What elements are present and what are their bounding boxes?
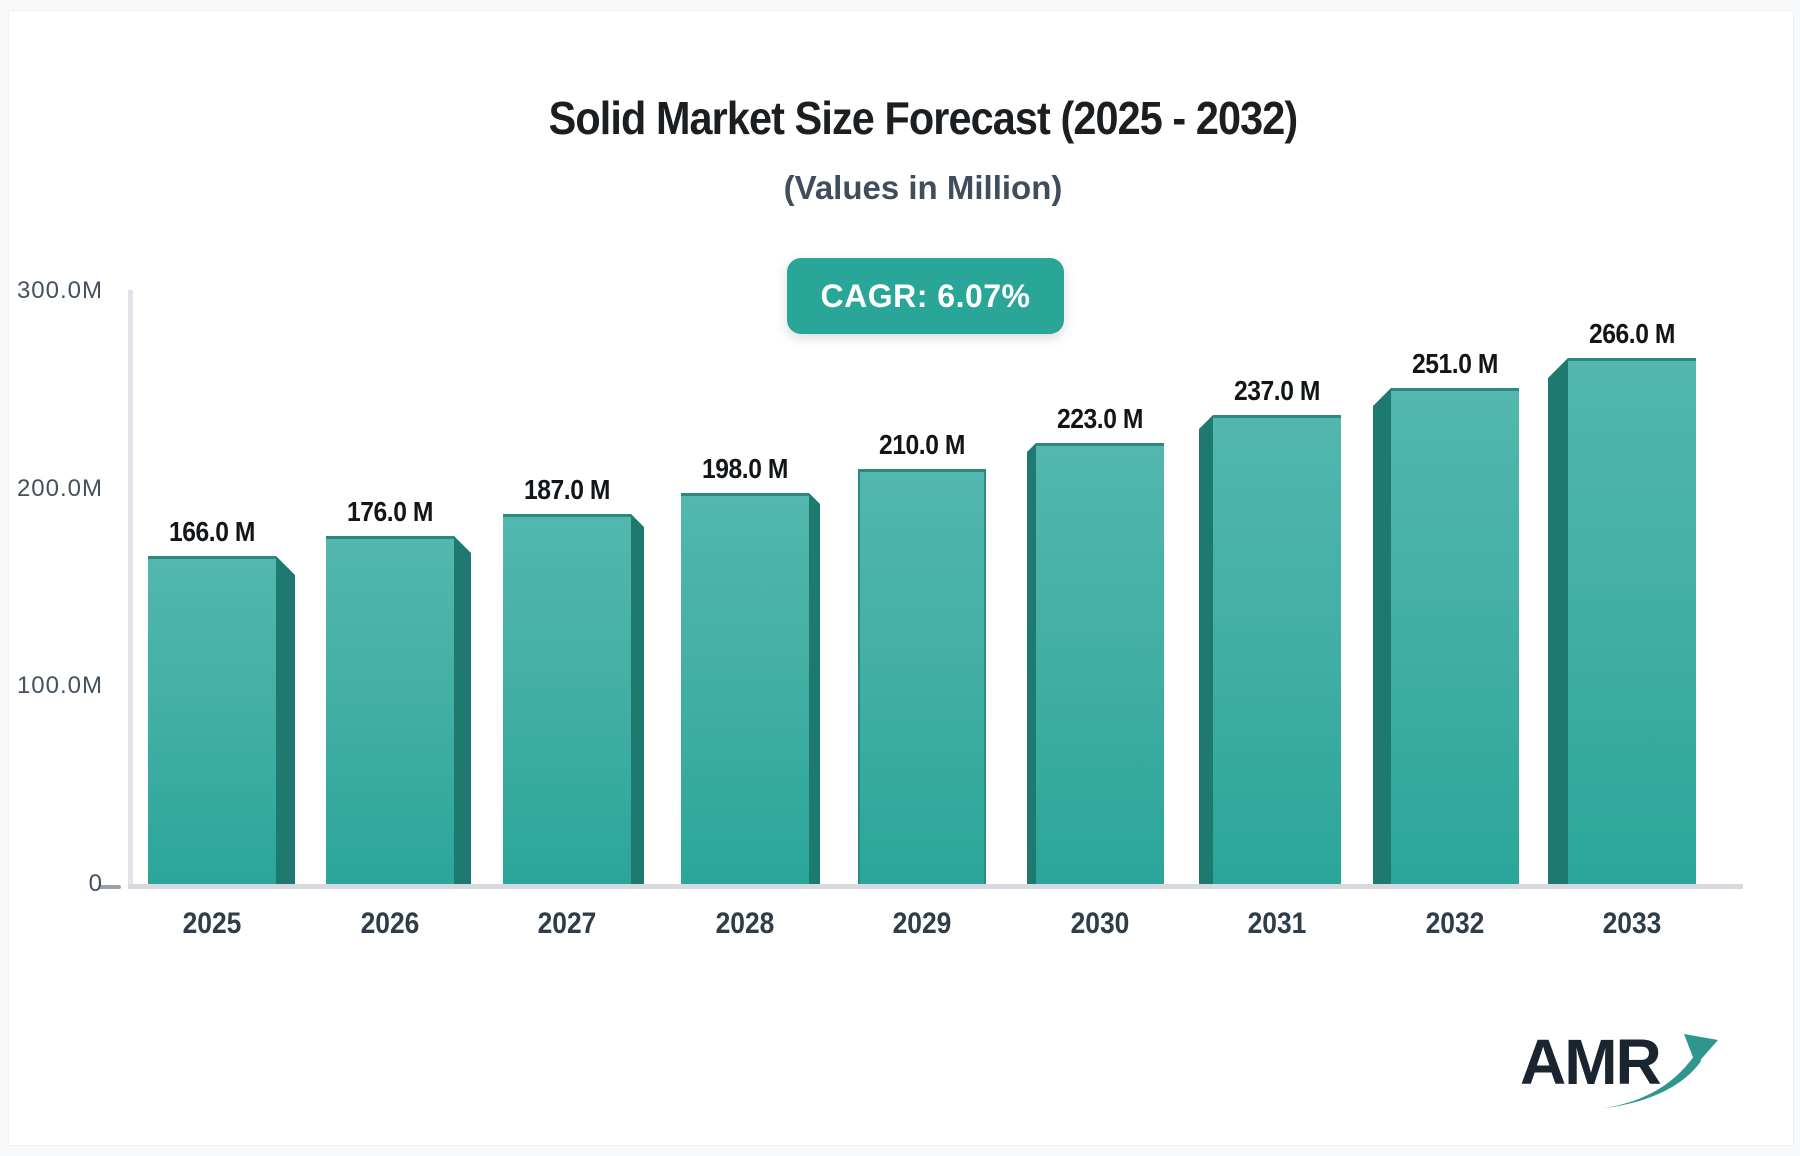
bar-2032 [1391, 388, 1519, 884]
chart-title: Solid Market Size Forecast (2025 - 2032) [548, 92, 1299, 144]
bar-side-face-2033 [1548, 358, 1568, 884]
bar-side-face-2028 [809, 493, 820, 884]
x-axis-label-2028: 2028 [715, 907, 775, 940]
x-axis-label-2027: 2027 [537, 907, 597, 940]
bar-side-face-2025 [276, 556, 295, 884]
y-axis-line [128, 290, 133, 884]
bar-value-label-2030: 223.0 M [1057, 403, 1143, 434]
bar-value-label-2029: 210.0 M [879, 429, 965, 460]
chart-subtitle: (Values in Million) [783, 169, 1063, 206]
y-axis-tick-label: 0 [88, 870, 103, 897]
x-axis-label-2029: 2029 [892, 907, 952, 940]
bar-2027 [503, 514, 631, 884]
bar-side-face-2027 [631, 514, 644, 884]
x-axis-label-2031: 2031 [1247, 907, 1307, 940]
growth-arrow-icon [1604, 1034, 1718, 1108]
bar-value-label-2025: 166.0 M [169, 516, 255, 547]
bar-2025 [148, 556, 276, 884]
amr-logo: AMR [1520, 1030, 1740, 1125]
x-axis-label-2033: 2033 [1602, 907, 1662, 940]
cagr-badge-label: CAGR: 6.07% [820, 277, 1031, 314]
bar-value-label-2031: 237.0 M [1234, 375, 1320, 406]
x-axis-baseline [128, 884, 1743, 889]
bar-2033 [1568, 358, 1696, 884]
y-axis-tick-label: 300.0M [16, 277, 103, 304]
bar-value-label-2032: 251.0 M [1412, 348, 1498, 379]
x-axis-label-2026: 2026 [360, 907, 420, 940]
x-axis-label-2032: 2032 [1425, 907, 1485, 940]
cagr-badge: CAGR: 6.07% [787, 258, 1064, 334]
y-axis-tick-label: 100.0M [16, 672, 103, 699]
bar-2028 [681, 493, 809, 884]
bar-side-face-2030 [1027, 443, 1036, 884]
zero-tick-mark [99, 885, 121, 889]
y-axis-tick-label: 200.0M [16, 475, 103, 502]
bar-side-face-2031 [1199, 415, 1213, 884]
bar-value-label-2028: 198.0 M [702, 453, 788, 484]
amr-logo-text: AMR [1520, 1026, 1662, 1098]
bar-2030 [1036, 443, 1164, 884]
x-axis-label-2030: 2030 [1070, 907, 1130, 940]
bar-side-face-2032 [1373, 388, 1391, 884]
bar-2031 [1213, 415, 1341, 884]
bar-value-label-2033: 266.0 M [1589, 318, 1675, 349]
bar-side-face-2026 [454, 536, 471, 884]
bar-value-label-2026: 176.0 M [347, 496, 433, 527]
x-axis-label-2025: 2025 [182, 907, 242, 940]
bar-value-label-2027: 187.0 M [524, 474, 610, 505]
bar-2029 [858, 469, 986, 884]
bar-2026 [326, 536, 454, 884]
